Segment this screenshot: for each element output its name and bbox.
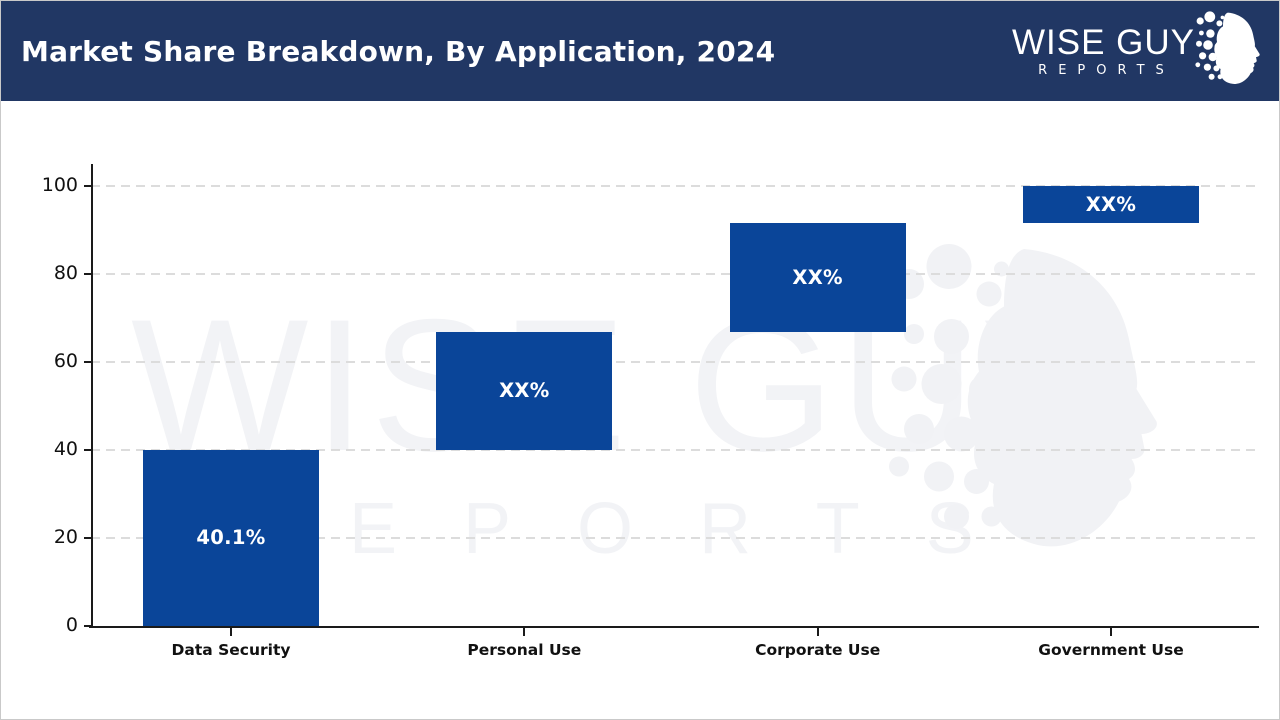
y-tick-label-0: 0	[65, 614, 78, 636]
bar-personal-use: XX%	[436, 332, 613, 450]
y-tick-label-20: 20	[53, 526, 78, 548]
logo-wordmark-line2: REPORTS	[1038, 63, 1175, 78]
x-tick-2	[816, 628, 819, 636]
y-tick-100	[84, 185, 91, 187]
wiseguy-logo: WISE GUY REPORTS	[1012, 9, 1265, 93]
y-tick-label-40: 40	[53, 438, 78, 460]
header: Market Share Breakdown, By Application, …	[1, 1, 1279, 101]
x-axis-spine	[89, 626, 1259, 628]
x-category-label: Corporate Use	[755, 641, 881, 659]
gridline-80	[91, 273, 1259, 275]
x-tick-0	[230, 628, 232, 636]
watermark-face-icon	[889, 244, 1157, 547]
bar-value-label: XX%	[499, 379, 550, 403]
bar-corporate-use: XX%	[729, 222, 906, 333]
y-tick-20	[84, 537, 91, 539]
logo-wordmark-line1: WISE GUY	[1011, 23, 1195, 62]
page-title: Market Share Breakdown, By Application, …	[21, 34, 776, 68]
gridline-20	[91, 537, 1259, 539]
logo-face-icon	[1195, 11, 1260, 84]
gridline-100	[91, 185, 1259, 187]
y-tick-60	[84, 361, 91, 363]
y-tick-label-80: 80	[53, 262, 78, 284]
bar-data-security: 40.1%	[143, 449, 319, 626]
y-axis-spine	[91, 164, 93, 627]
y-tick-0	[84, 625, 91, 627]
logo-wordmark: WISE GUY REPORTS	[1012, 25, 1195, 77]
watermark-line2: REPORTS	[231, 489, 1040, 569]
y-tick-80	[84, 273, 91, 275]
chart: WISE GUY REPORTS 40.1% XX% XX% XX% 0 20 40 60 8…	[1, 101, 1279, 719]
gridline-60	[91, 361, 1259, 363]
bar-value-label: 40.1%	[196, 526, 266, 550]
x-category-label: Government Use	[1038, 641, 1184, 659]
x-category-label: Data Security	[171, 641, 291, 659]
y-tick-label-60: 60	[53, 350, 78, 372]
bar-government-use: XX%	[1022, 186, 1199, 223]
bar-value-label: XX%	[1085, 192, 1137, 216]
y-tick-label-100: 100	[41, 174, 78, 196]
x-tick-1	[523, 628, 526, 636]
gridline-40	[91, 449, 1259, 451]
bar-value-label: XX%	[792, 265, 843, 289]
y-tick-40	[84, 449, 91, 451]
x-tick-3	[1109, 628, 1112, 636]
x-category-label: Personal Use	[467, 641, 582, 659]
